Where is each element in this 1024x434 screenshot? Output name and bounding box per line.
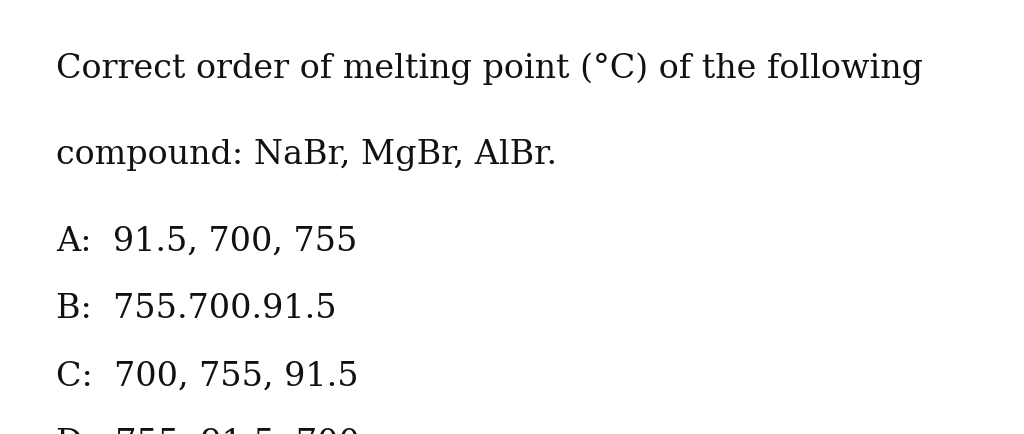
- Text: C:  700, 755, 91.5: C: 700, 755, 91.5: [56, 360, 359, 392]
- Text: A:  91.5, 700, 755: A: 91.5, 700, 755: [56, 226, 357, 258]
- Text: Correct order of melting point (°C) of the following: Correct order of melting point (°C) of t…: [56, 52, 924, 85]
- Text: D:  755, 91.5, 700: D: 755, 91.5, 700: [56, 427, 360, 434]
- Text: compound: NaBr, MgBr, AlBr.: compound: NaBr, MgBr, AlBr.: [56, 139, 557, 171]
- Text: B:  755.700.91.5: B: 755.700.91.5: [56, 293, 337, 325]
